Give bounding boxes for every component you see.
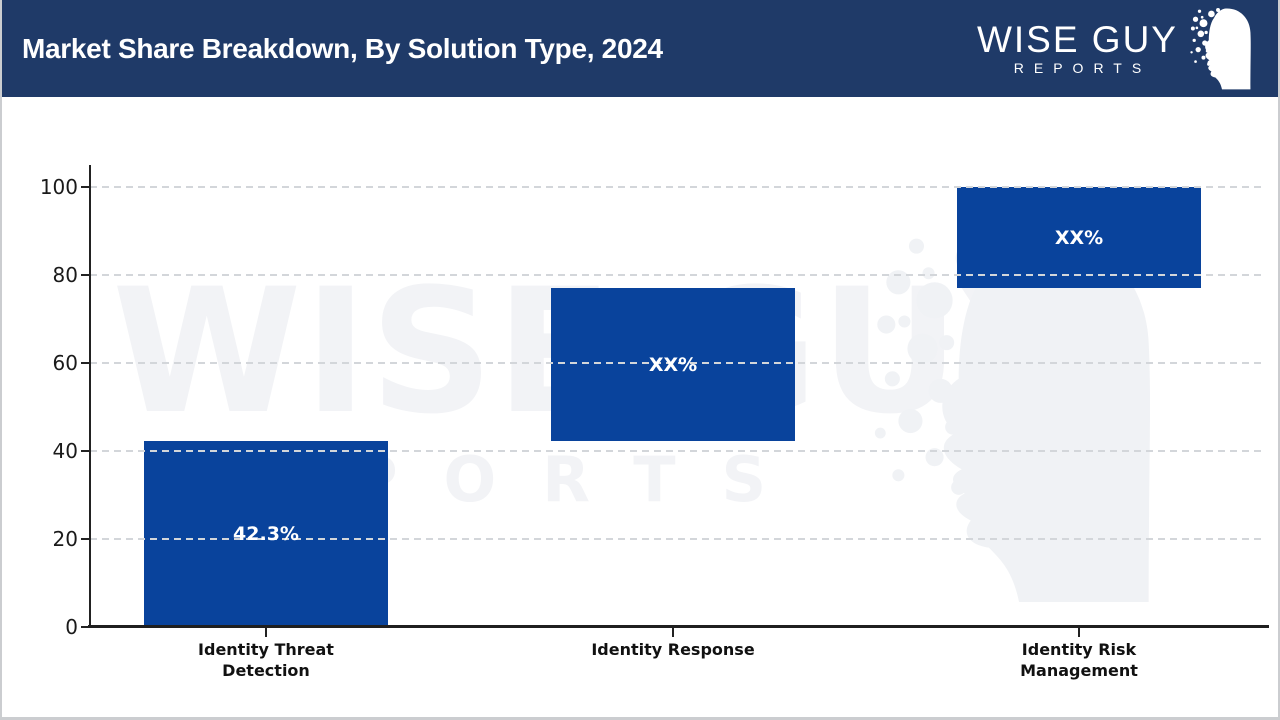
bar-value-label: XX% [648,353,698,376]
y-tick-mark [81,450,90,452]
x-category-label: Identity Threat Detection [198,640,334,680]
y-tick-label: 60 [52,351,78,375]
bar-1 [144,440,388,627]
gridline-20 [90,538,1266,540]
logo-subtitle: REPORTS [1013,60,1152,76]
y-axis-line [89,165,91,628]
x-tick-mark [1078,628,1080,637]
logo-text: WISE GUY REPORTS [977,21,1178,77]
y-tick-label: 100 [39,175,78,199]
chart-title: Market Share Breakdown, By Solution Type… [22,32,663,64]
y-tick-mark [81,274,90,276]
y-tick-label: 0 [65,615,78,639]
y-tick-label: 80 [52,263,78,287]
bar-2 [551,288,795,441]
gridline-40 [90,450,1266,452]
bar-value-label: XX% [1054,226,1104,249]
x-tick-mark [265,628,267,637]
gridline-60 [90,362,1266,364]
y-tick-mark [81,362,90,364]
x-tick-mark [672,628,674,637]
wise-guy-logo: WISE GUY REPORTS [977,6,1264,92]
x-axis-line [88,625,1269,628]
header-bar: Market Share Breakdown, By Solution Type… [2,0,1278,97]
y-tick-label: 40 [52,439,78,463]
x-category-label: Identity Risk Management [1020,640,1138,680]
bar-value-label: 42.3% [233,522,299,545]
y-tick-mark [81,626,90,628]
gridline-80 [90,274,1266,276]
logo-wordmark: WISE GUY [976,19,1178,60]
gridline-100 [90,186,1266,188]
y-tick-label: 20 [52,527,78,551]
y-tick-mark [81,538,90,540]
logo-head-icon [1190,7,1251,90]
y-tick-mark [81,186,90,188]
x-category-label: Identity Response [591,640,755,659]
